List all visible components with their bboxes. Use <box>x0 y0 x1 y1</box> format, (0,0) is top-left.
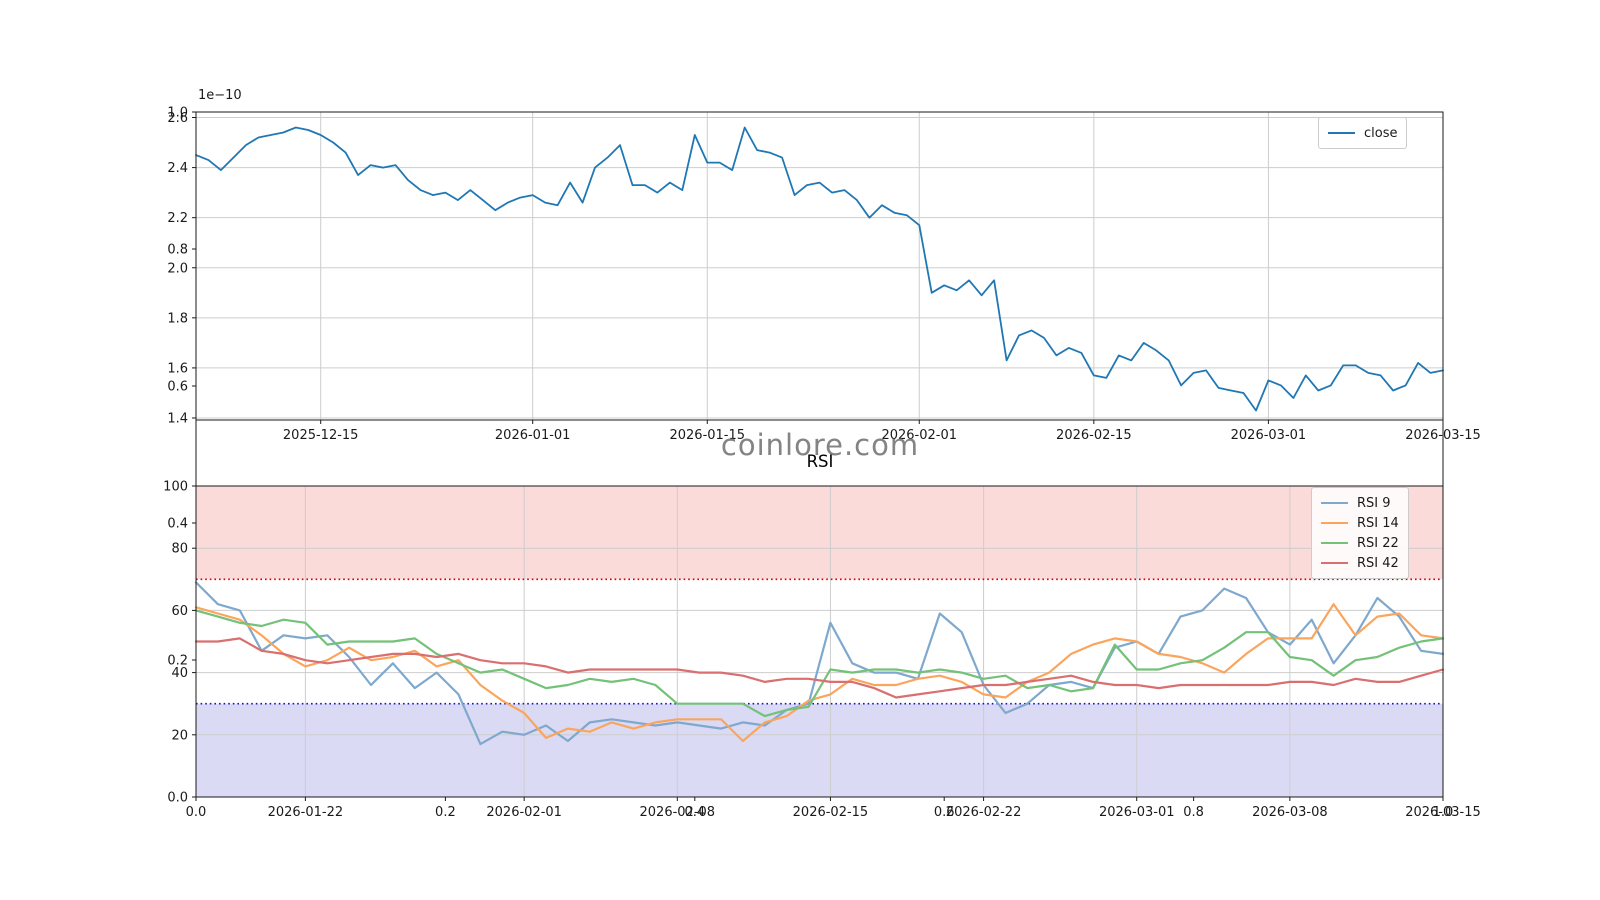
x-tick-label: 0.0 <box>186 805 207 820</box>
x-tick-label: 0.2 <box>435 805 456 820</box>
y-axis-offset-label: 1e−10 <box>198 88 242 103</box>
x-tick-label: 2026-03-01 <box>1231 428 1307 443</box>
legend-label-rsi14: RSI 14 <box>1357 515 1399 531</box>
x-tick-label: 2026-02-01 <box>881 428 957 443</box>
x-tick-label: 2026-01-22 <box>268 805 344 820</box>
y-tick-label: 1.4 <box>167 411 188 426</box>
rsi22-line-swatch <box>1321 542 1348 544</box>
legend-entry-close: close <box>1328 123 1397 143</box>
legend-close: close <box>1318 117 1408 149</box>
overbought-band <box>196 486 1443 580</box>
y-tick-label: 0.6 <box>167 380 188 395</box>
x-tick-label: 2025-12-15 <box>283 428 359 443</box>
rsi-panel-title: RSI <box>806 452 834 471</box>
y-tick-label: 2.0 <box>167 261 188 276</box>
x-tick-label: 0.6 <box>934 805 955 820</box>
x-tick-label: 0.4 <box>684 805 705 820</box>
legend-rsi: RSI 9 RSI 14 RSI 22 RSI 42 <box>1311 487 1409 579</box>
rsi42-line-swatch <box>1321 562 1348 564</box>
y-tick-label: 60 <box>171 604 188 619</box>
y-tick-label: 2.4 <box>167 161 188 176</box>
x-tick-label: 2026-02-08 <box>640 805 716 820</box>
legend-label-rsi42: RSI 42 <box>1357 555 1399 571</box>
y-tick-label: 1.0 <box>167 106 188 121</box>
close-line-swatch <box>1328 132 1355 134</box>
y-tick-label: 100 <box>163 480 188 495</box>
y-tick-label: 80 <box>171 542 188 557</box>
x-tick-label: 2026-02-15 <box>793 805 869 820</box>
y-tick-label: 20 <box>171 728 188 743</box>
axes-frame-top <box>195 111 1444 421</box>
x-tick-label: 2026-03-15 <box>1405 805 1481 820</box>
rsi9-line-swatch <box>1321 502 1348 504</box>
y-tick-label: 0.4 <box>167 517 188 532</box>
y-tick-label: 2.6 <box>167 111 188 126</box>
axes-frame-overlay <box>195 111 1444 798</box>
series-line-rsi9 <box>194 581 1445 746</box>
series-line-rsi42 <box>194 637 1445 699</box>
y-tick-label: 40 <box>171 666 188 681</box>
watermark: coinlore.com <box>720 428 920 462</box>
x-tick-label: 2026-02-01 <box>486 805 562 820</box>
x-tick-label: 1.0 <box>1433 805 1454 820</box>
y-tick-label: 0.8 <box>167 243 188 258</box>
y-tick-label: 2.2 <box>167 211 188 226</box>
y-tick-label: 1.8 <box>167 311 188 326</box>
rsi14-line-swatch <box>1321 522 1348 524</box>
series-line-close <box>195 126 1444 412</box>
legend-label-rsi22: RSI 22 <box>1357 535 1399 551</box>
y-tick-label: 0.0 <box>167 791 188 806</box>
y-tick-label: 0.2 <box>167 654 188 669</box>
y-tick-label: 1.6 <box>167 361 188 376</box>
x-tick-label: 2026-03-01 <box>1099 805 1175 820</box>
oversold-band <box>196 703 1443 797</box>
legend-label-close: close <box>1364 125 1398 141</box>
legend-entry-rsi22: RSI 22 <box>1321 533 1399 553</box>
x-tick-label: 2026-03-08 <box>1252 805 1328 820</box>
x-tick-label: 2026-01-15 <box>669 428 745 443</box>
x-tick-label: 2026-01-01 <box>495 428 571 443</box>
legend-entry-rsi14: RSI 14 <box>1321 513 1399 533</box>
x-tick-label: 2026-02-22 <box>946 805 1022 820</box>
x-tick-label: 2026-02-15 <box>1056 428 1132 443</box>
series-line-rsi22 <box>194 609 1445 718</box>
legend-entry-rsi9: RSI 9 <box>1321 493 1399 513</box>
legend-entry-rsi42: RSI 42 <box>1321 553 1399 573</box>
legend-label-rsi9: RSI 9 <box>1357 495 1391 511</box>
x-tick-label: 0.8 <box>1183 805 1204 820</box>
